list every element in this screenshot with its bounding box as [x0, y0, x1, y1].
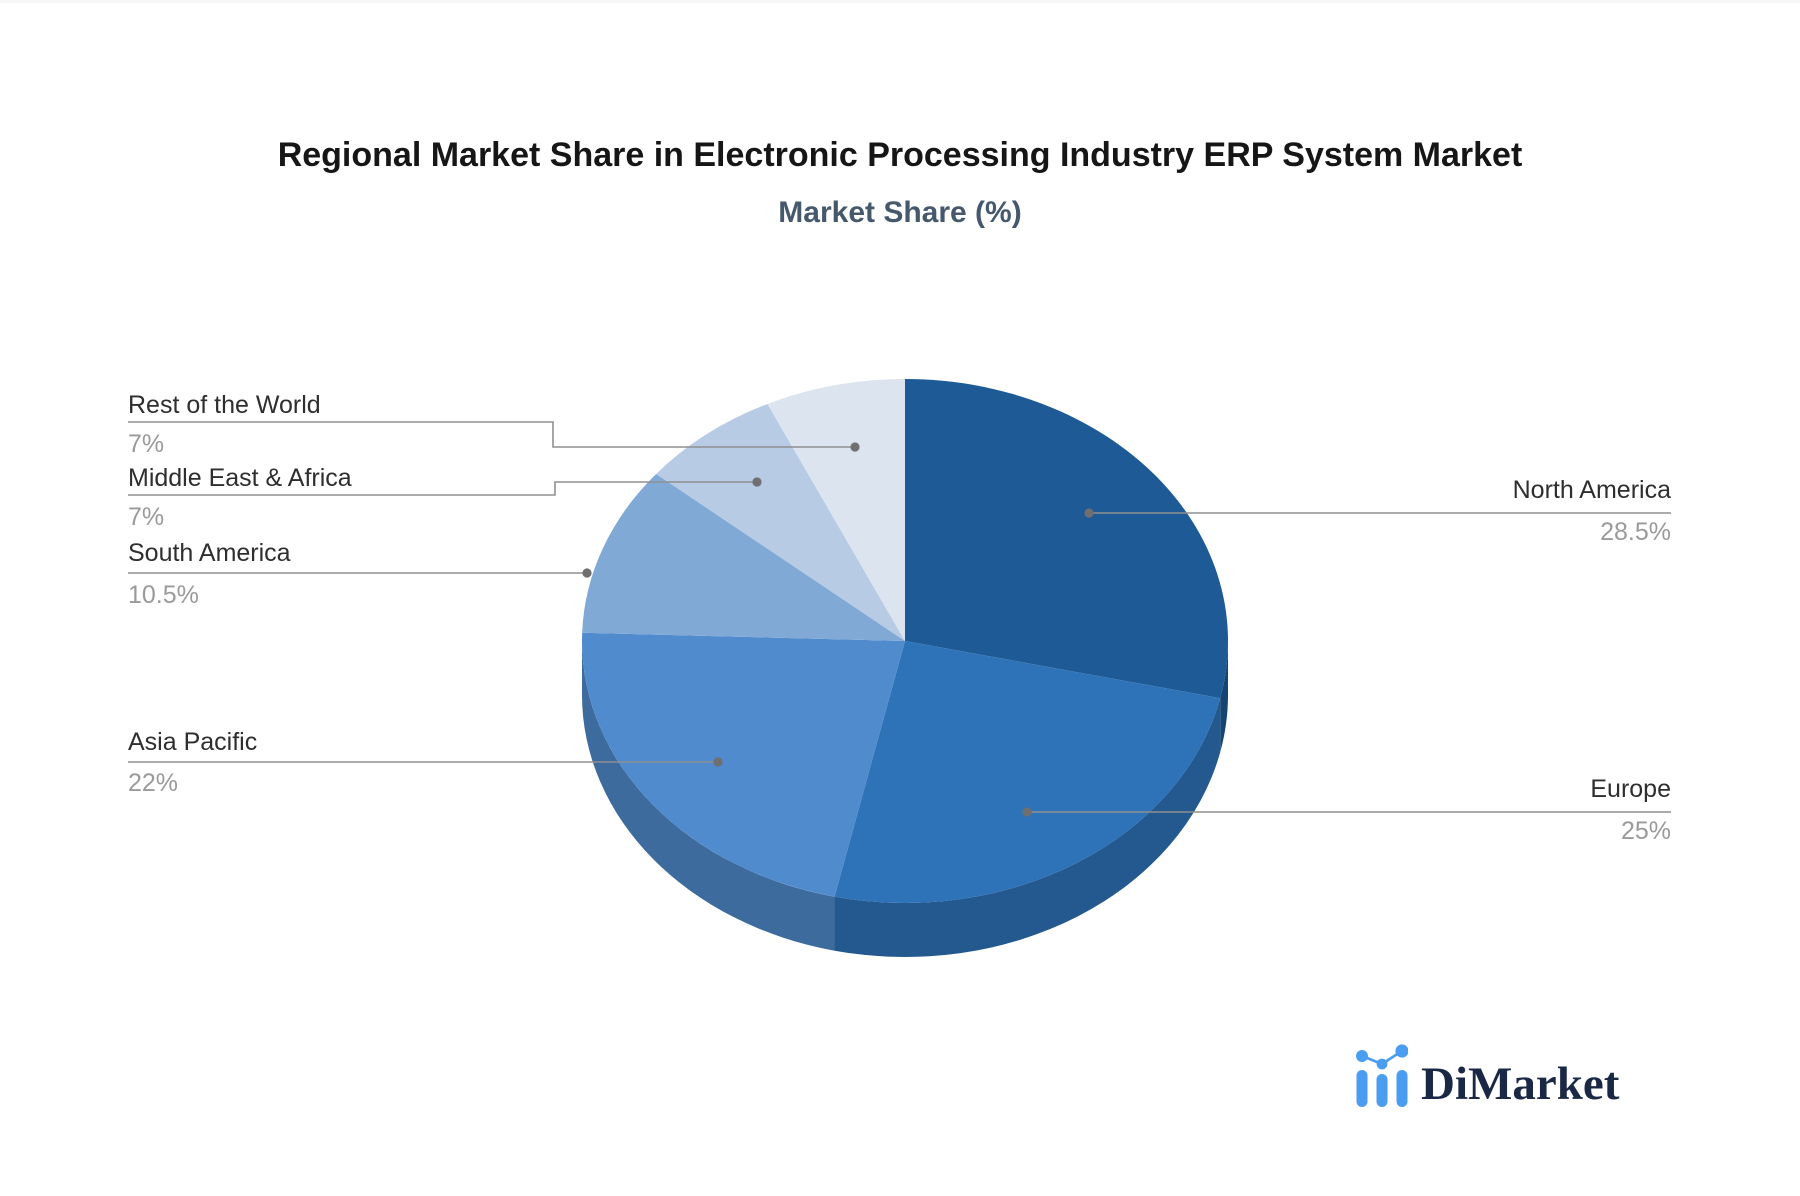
pie-slice-asia-pacific[interactable] [582, 632, 905, 897]
pie-slice-side-europe [834, 698, 1221, 957]
pie-slice-side-north-america [1220, 641, 1228, 753]
brand-name: DiMarket [1421, 1057, 1620, 1110]
leader-dot-rest-of-the-world [850, 442, 860, 452]
pie-slice-rest-of-the-world[interactable] [767, 379, 905, 641]
chart-subtitle: Market Share (%) [778, 196, 1022, 229]
slice-value-rest-of-the-world: 7% [128, 430, 165, 458]
pie-slice-europe[interactable] [834, 641, 1221, 903]
leader-dot-asia-pacific [713, 757, 723, 767]
pie-slice-south-america[interactable] [582, 473, 905, 641]
slice-label-europe: Europe [1590, 775, 1671, 803]
slice-label-middle-east-africa: Middle East & Africa [128, 464, 352, 492]
slice-label-north-america: North America [1512, 476, 1671, 504]
top-edge-strip [0, 0, 1800, 3]
leader-dot-north-america [1084, 508, 1094, 518]
slice-value-south-america: 10.5% [128, 581, 199, 609]
leader-line-middle-east-africa [128, 481, 757, 496]
slice-value-asia-pacific: 22% [128, 769, 179, 797]
leader-line-rest-of-the-world [128, 421, 855, 448]
leader-dot-europe [1022, 807, 1032, 817]
bar-line-chart-icon [1356, 1044, 1408, 1107]
brand-logo: DiMarket [1356, 1041, 1619, 1107]
pie-slice-north-america[interactable] [905, 379, 1228, 699]
pie-slice-middle-east-africa[interactable] [656, 403, 905, 641]
slice-value-north-america: 28.5% [1600, 518, 1671, 546]
leader-dot-south-america [582, 568, 592, 578]
pie-slice-side-asia-pacific [582, 641, 835, 951]
leader-dot-middle-east-africa [752, 477, 762, 487]
chart-title: Regional Market Share in Electronic Proc… [277, 136, 1523, 174]
slice-label-rest-of-the-world: Rest of the World [128, 391, 321, 419]
slice-label-south-america: South America [128, 539, 291, 567]
slice-value-middle-east-africa: 7% [128, 503, 165, 531]
slice-value-europe: 25% [1620, 817, 1671, 845]
slice-label-asia-pacific: Asia Pacific [128, 728, 258, 756]
